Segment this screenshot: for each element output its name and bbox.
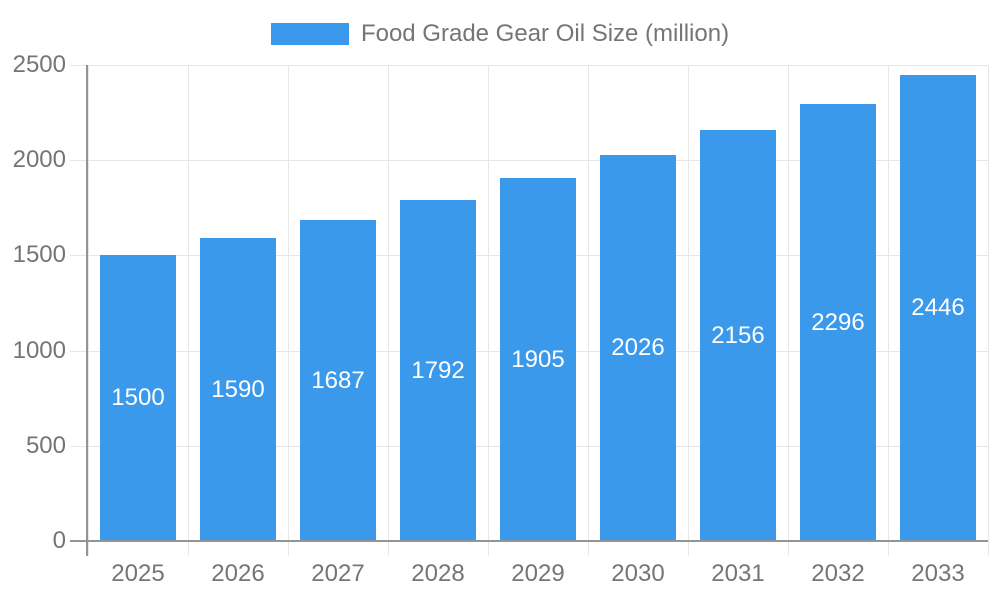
x-axis-tick-label: 2029 [511, 560, 565, 587]
gridline-v [888, 65, 889, 556]
bar-value-label: 2446 [911, 294, 965, 321]
bar-2031[interactable]: 2156 [700, 130, 776, 541]
bar-value-label: 1590 [211, 375, 265, 403]
gridline-v [988, 65, 989, 556]
gridline-h [70, 160, 988, 162]
bar-2030[interactable]: 2026 [600, 155, 676, 541]
gridline-v [588, 65, 589, 556]
bar-value-label: 1792 [411, 356, 465, 384]
bar-2026[interactable]: 1590 [200, 238, 276, 541]
bar-2033[interactable]: 2446 [900, 75, 976, 541]
legend-label: Food Grade Gear Oil Size (million) [360, 20, 730, 47]
bar-value-label: 1687 [311, 366, 365, 394]
x-axis-tick-label: 2032 [811, 560, 865, 587]
gridline-v [488, 65, 489, 556]
x-axis-tick-label: 2033 [911, 560, 965, 587]
y-axis-tick-label: 1500 [12, 241, 66, 269]
bar-value-label: 2156 [711, 321, 765, 349]
bar-value-label: 2296 [811, 308, 865, 336]
plot-area: 1500 1590 1687 1792 1905 2026 2156 2296 2446 [70, 65, 989, 556]
bar-2028[interactable]: 1792 [400, 200, 476, 541]
bar-value-label: 2026 [611, 334, 665, 361]
x-axis-tick-label: 2028 [411, 560, 465, 587]
gridline-v [688, 65, 689, 556]
y-axis-tick-label: 2000 [12, 146, 66, 174]
x-axis-tick-label: 2031 [711, 560, 765, 587]
y-axis-tick-label: 2500 [12, 51, 66, 78]
x-axis-tick-label: 2026 [211, 560, 265, 587]
y-axis-line [86, 65, 88, 556]
y-axis-tick-label: 0 [52, 527, 66, 554]
x-axis-line [70, 540, 988, 542]
bar-2025[interactable]: 1500 [100, 255, 176, 541]
gridline-v [188, 65, 189, 556]
bar-value-label: 1500 [111, 384, 165, 411]
gridline-v [288, 65, 289, 556]
legend-swatch-icon [270, 23, 349, 45]
gridline-v [388, 65, 389, 556]
chart-legend: Food Grade Gear Oil Size (million) [0, 20, 1000, 48]
gridline-v [788, 65, 789, 556]
bar-2029[interactable]: 1905 [500, 178, 576, 541]
gridline-h [70, 65, 988, 66]
gridline-v [88, 65, 89, 556]
y-axis-tick-label: 500 [25, 431, 66, 459]
bar-2032[interactable]: 2296 [800, 104, 876, 541]
x-axis-tick-label: 2025 [111, 560, 165, 587]
y-axis-tick-label: 1000 [12, 336, 66, 364]
bar-value-label: 1905 [511, 345, 565, 373]
x-axis-tick-label: 2027 [311, 560, 365, 587]
bar-2027[interactable]: 1687 [300, 220, 376, 541]
x-axis-tick-label: 2030 [611, 560, 665, 587]
